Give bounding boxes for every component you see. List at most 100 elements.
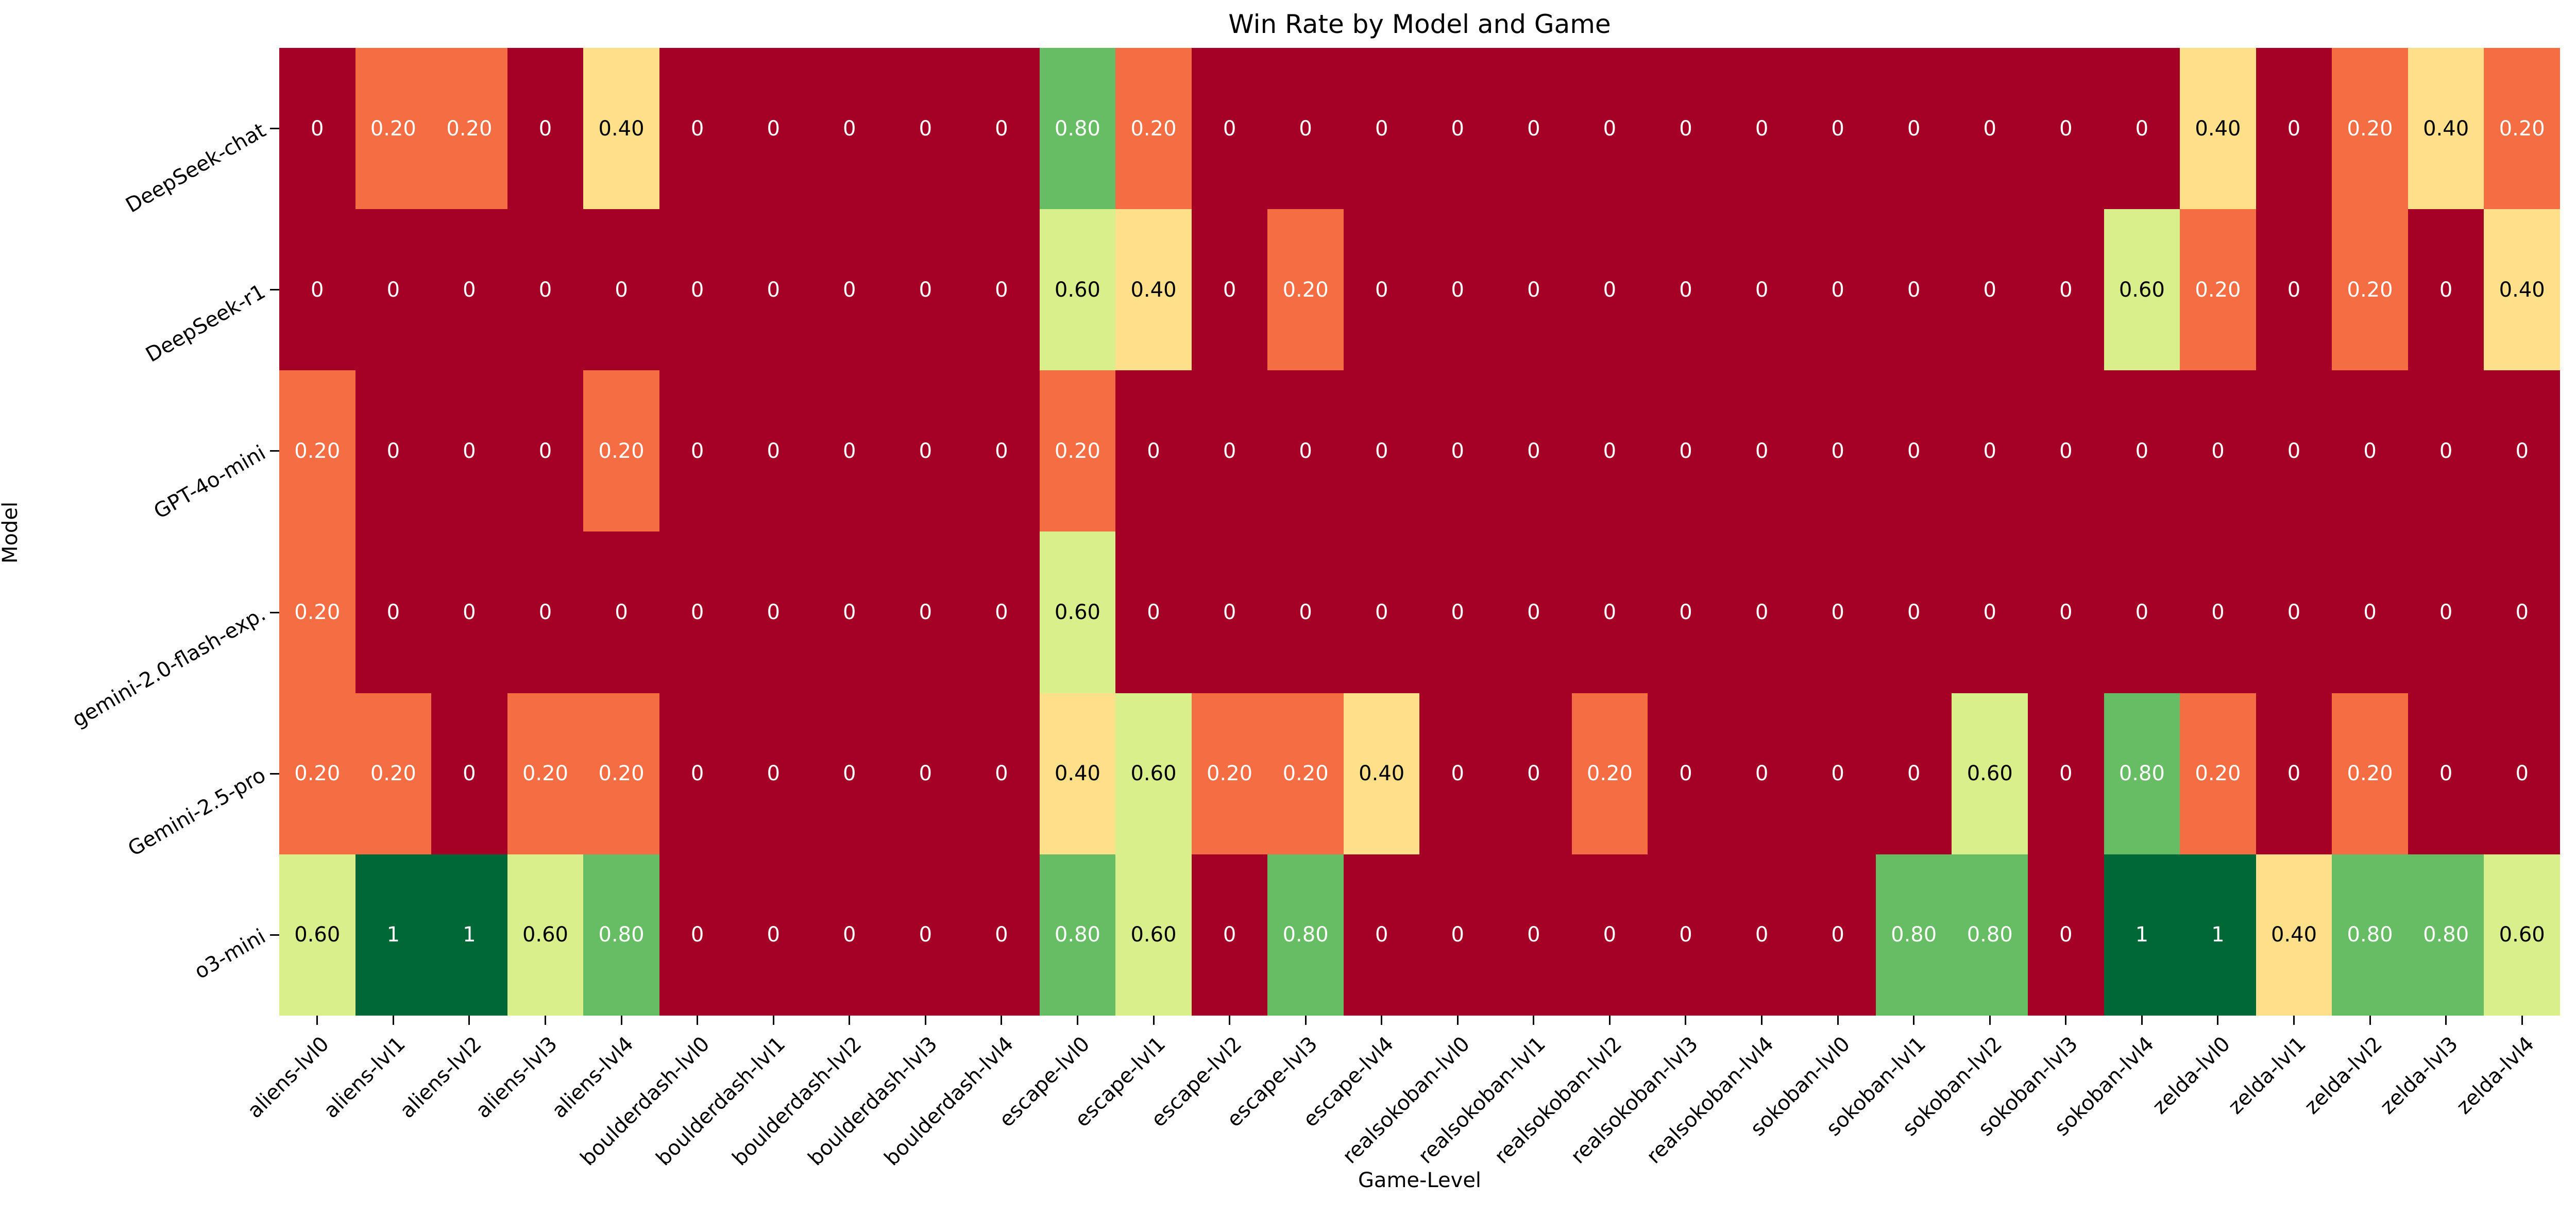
x-tick-label: realsokoban-lvl1 <box>1414 1032 1551 1169</box>
cell-value: 0.20 <box>2499 116 2545 141</box>
cell-value: 0 <box>995 762 1008 786</box>
cell-value: 0 <box>1527 439 1540 463</box>
heatmap-cell: 0.80 <box>1039 48 1116 210</box>
heatmap-cell: 0.60 <box>1952 693 2028 854</box>
heatmap-cell: 0 <box>2256 693 2332 854</box>
cell-value: 0 <box>2135 601 2149 625</box>
cell-value: 0 <box>1831 923 1844 947</box>
cell-value: 0 <box>995 923 1008 947</box>
heatmap-cell: 0 <box>2104 531 2180 693</box>
heatmap-cell: 0.20 <box>279 370 355 532</box>
heatmap-cell: 0 <box>1723 370 1800 532</box>
cell-value: 0 <box>1603 923 1617 947</box>
cell-value: 0 <box>2439 439 2453 463</box>
heatmap-cell: 0.20 <box>1115 48 1192 210</box>
heatmap-cell: 0.60 <box>1115 854 1192 1016</box>
cell-value: 0 <box>843 439 856 463</box>
heatmap-cell: 0 <box>887 370 964 532</box>
cell-value: 0.60 <box>2499 923 2545 947</box>
x-tick-mark <box>2369 1016 2371 1025</box>
heatmap-cell: 0 <box>1571 531 1648 693</box>
cell-value: 0 <box>2515 601 2529 625</box>
heatmap-cell: 0 <box>1419 854 1496 1016</box>
heatmap-cell: 0 <box>887 531 964 693</box>
heatmap-cell: 0 <box>811 693 888 854</box>
heatmap-cell: 0 <box>1496 531 1572 693</box>
x-tick-label: realsokoban-lvl0 <box>1338 1032 1475 1169</box>
heatmap-cell: 0.20 <box>279 531 355 693</box>
x-tick-mark <box>1761 1016 1763 1025</box>
cell-value: 0 <box>1679 278 1692 302</box>
heatmap-cell: 0 <box>1115 531 1192 693</box>
cell-value: 0 <box>843 923 856 947</box>
cell-value: 0 <box>2363 439 2377 463</box>
cell-value: 0 <box>538 278 552 302</box>
heatmap-cell: 0 <box>1875 209 1952 371</box>
heatmap-cell: 0.20 <box>1267 693 1344 854</box>
x-tick-mark <box>1076 1016 1078 1025</box>
heatmap-cell: 0 <box>1875 693 1952 854</box>
cell-value: 0 <box>1451 923 1464 947</box>
cell-value: 0.60 <box>522 923 568 947</box>
heatmap-cell: 0 <box>2256 209 2332 371</box>
heatmap-cell: 0 <box>1723 693 1800 854</box>
cell-value: 0.60 <box>294 923 341 947</box>
x-tick-label: boulderdash-lvl1 <box>652 1032 790 1171</box>
heatmap-cell: 0 <box>811 854 888 1016</box>
cell-value: 0 <box>843 601 856 625</box>
cell-value: 0 <box>767 923 780 947</box>
heatmap-grid: 0 0.20 0.20 0 0.40 0 0 0 0 0 0.80 0.20 0 0 0 0 0 0 0 0 0 0 0 0 0… <box>279 48 2560 1016</box>
cell-value: 0.20 <box>294 439 341 463</box>
heatmap-cell: 0 <box>583 531 659 693</box>
heatmap-cell: 0.20 <box>2332 209 2408 371</box>
x-tick-label: boulderdash-lvl0 <box>575 1032 715 1171</box>
heatmap-cell: 0.40 <box>2484 209 2560 371</box>
y-tick-label: o3-mini <box>190 924 270 984</box>
cell-value: 0 <box>1527 116 1540 141</box>
heatmap-cell: 0.20 <box>279 693 355 854</box>
cell-value: 0 <box>1755 116 1769 141</box>
heatmap-cell: 0 <box>1496 693 1572 854</box>
x-tick-mark <box>1456 1016 1459 1025</box>
heatmap-cell: 0.60 <box>279 854 355 1016</box>
heatmap-cell: 0 <box>1571 48 1648 210</box>
cell-value: 0.60 <box>1130 923 1177 947</box>
cell-value: 0 <box>1223 923 1236 947</box>
x-tick-mark <box>1001 1016 1003 1025</box>
heatmap-cell: 0.40 <box>2180 48 2256 210</box>
cell-value: 0 <box>2059 116 2073 141</box>
cell-value: 0 <box>1907 762 1921 786</box>
cell-value: 0 <box>1451 601 1464 625</box>
cell-value: 0 <box>1831 601 1844 625</box>
heatmap-cell: 0.40 <box>1039 693 1116 854</box>
heatmap-cell: 0 <box>1343 209 1420 371</box>
heatmap-cell: 0 <box>659 854 736 1016</box>
cell-value: 0.80 <box>2423 923 2469 947</box>
x-tick-label: realsokoban-lvl2 <box>1490 1032 1626 1169</box>
cell-value: 0 <box>919 762 933 786</box>
heatmap-cell: 0.20 <box>355 48 432 210</box>
x-axis-label: Game-Level <box>1358 1169 1482 1192</box>
cell-value: 0 <box>1375 601 1388 625</box>
heatmap-cell: 0 <box>2028 370 2104 532</box>
x-tick-mark <box>316 1016 318 1025</box>
cell-value: 0 <box>2211 601 2225 625</box>
cell-value: 0 <box>1375 923 1388 947</box>
heatmap-cell: 0 <box>1267 531 1344 693</box>
y-tick-mark <box>270 611 279 613</box>
cell-value: 0 <box>1147 439 1160 463</box>
cell-value: 0 <box>690 116 704 141</box>
cell-value: 0 <box>1679 439 1692 463</box>
heatmap-cell: 0.40 <box>1115 209 1192 371</box>
heatmap-cell: 0 <box>2028 693 2104 854</box>
heatmap-cell: 0 <box>1952 370 2028 532</box>
cell-value: 0 <box>2287 762 2301 786</box>
x-tick-label: zelda-lvl2 <box>2300 1032 2387 1119</box>
heatmap-cell: 0 <box>963 370 1040 532</box>
cell-value: 0 <box>1299 601 1312 625</box>
heatmap-cell: 0 <box>1496 854 1572 1016</box>
heatmap-cell: 0 <box>1191 370 1268 532</box>
cell-value: 0.20 <box>1282 762 1329 786</box>
heatmap-cell: 1 <box>431 854 507 1016</box>
cell-value: 0 <box>2287 278 2301 302</box>
